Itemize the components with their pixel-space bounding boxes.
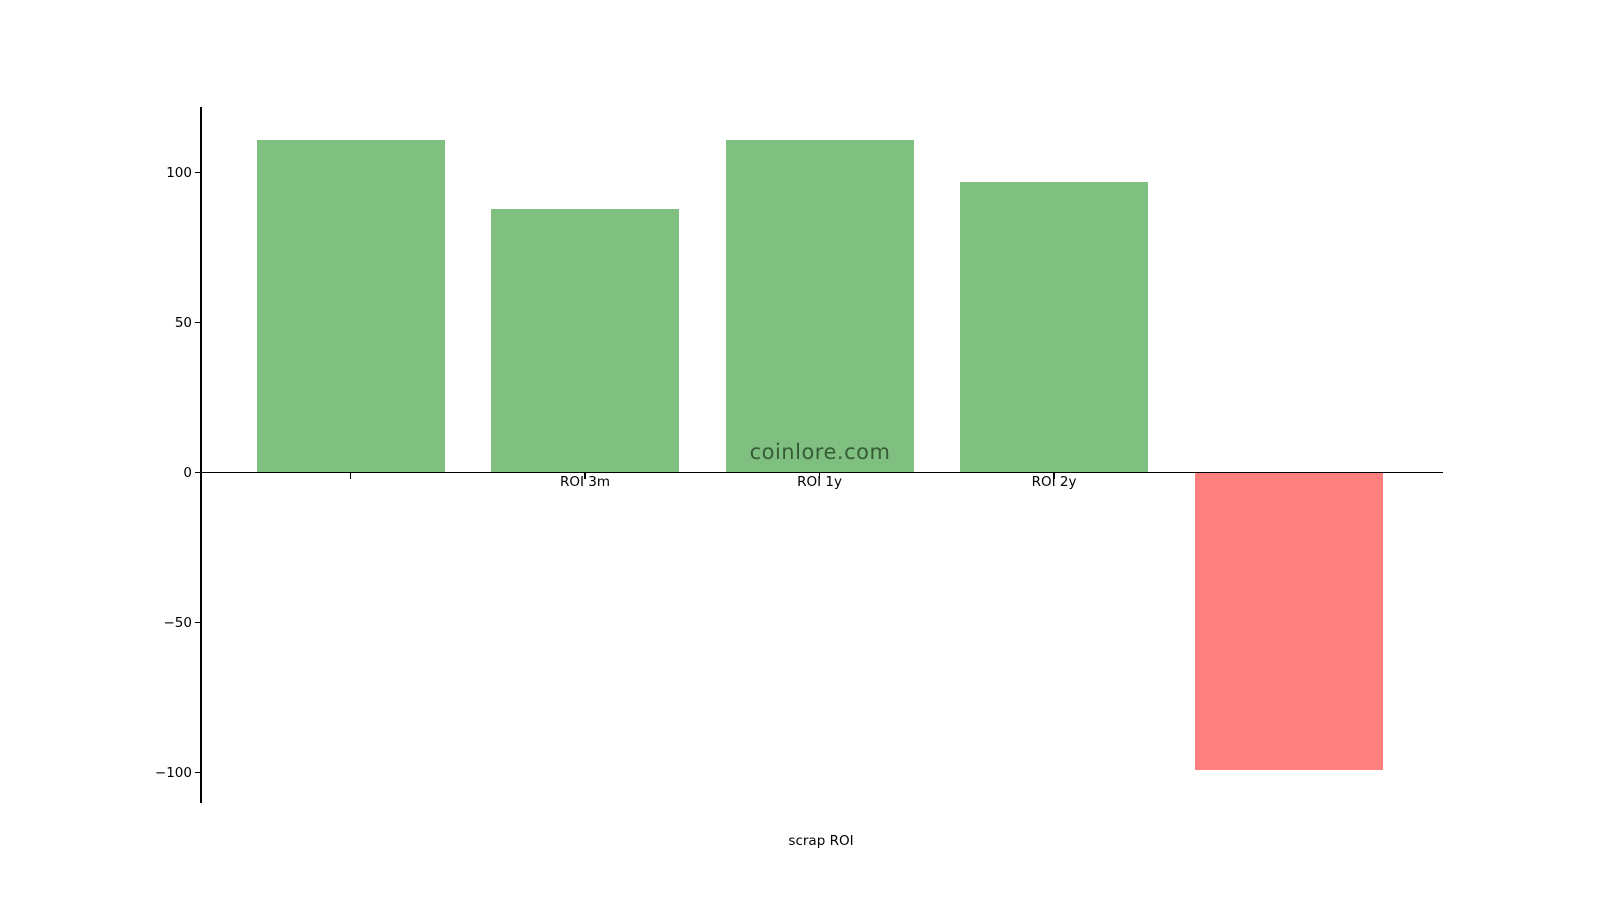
- bar-4: [1194, 472, 1383, 770]
- y-tick-mark: [195, 621, 201, 624]
- y-tick-mark: [195, 321, 201, 324]
- y-tick-label: 100: [166, 164, 192, 181]
- x-tick-mark: [349, 472, 352, 479]
- y-tick-label: 0: [183, 464, 192, 481]
- y-axis-line: [200, 107, 202, 803]
- x-axis-zero-line: [201, 471, 1443, 474]
- x-tick-label: ROI 3m: [559, 473, 611, 490]
- bar-roi-1y: [725, 139, 914, 473]
- bar-roi-2y: [960, 181, 1148, 473]
- x-axis-title: scrap ROI: [788, 833, 854, 849]
- bar-roi-3m: [491, 208, 679, 473]
- y-tick-mark: [195, 171, 201, 174]
- y-tick-label: 50: [174, 314, 192, 331]
- x-tick-mark: [1053, 472, 1055, 479]
- x-tick-label: ROI 2y: [1031, 473, 1077, 490]
- watermark-text: coinlore.com: [749, 439, 891, 464]
- y-tick-label: −50: [163, 614, 193, 631]
- x-tick-mark: [818, 472, 821, 479]
- x-tick-label: ROI 1y: [797, 473, 842, 490]
- x-tick-mark: [584, 472, 586, 479]
- y-tick-label: −100: [154, 764, 192, 781]
- bar-0: [256, 139, 445, 473]
- y-tick-mark: [195, 771, 201, 774]
- y-tick-mark: [195, 471, 201, 474]
